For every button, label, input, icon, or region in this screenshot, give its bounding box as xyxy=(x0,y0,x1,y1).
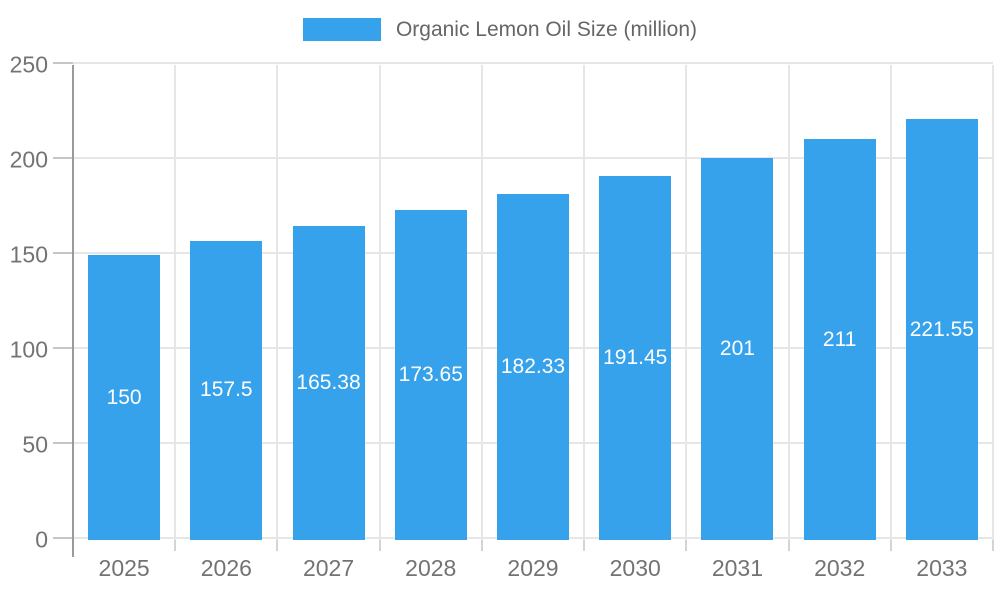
x-axis-tick xyxy=(378,540,381,551)
y-axis-tick xyxy=(53,62,73,64)
x-axis-label: 2031 xyxy=(711,555,764,581)
y-axis-tick xyxy=(53,252,73,254)
gridline xyxy=(889,65,892,540)
x-axis-tick xyxy=(992,540,994,551)
gridline xyxy=(583,65,586,540)
y-axis-label: 250 xyxy=(9,51,48,78)
gridline xyxy=(992,65,994,540)
bar-value-label: 201 xyxy=(719,337,755,361)
x-axis-label: 2028 xyxy=(405,555,457,581)
bar[interactable]: 182.33 xyxy=(497,193,569,540)
bar[interactable]: 211 xyxy=(803,139,876,540)
bar[interactable]: 150 xyxy=(88,255,161,540)
bar-value-label: 157.5 xyxy=(200,378,253,402)
x-axis-tick xyxy=(685,540,688,551)
y-axis-line xyxy=(72,65,74,557)
bar-value-label: 150 xyxy=(106,385,142,409)
y-axis-label: 0 xyxy=(35,526,48,553)
x-axis-tick xyxy=(583,540,586,551)
plot-area: 0 50 100 150 200 250 150 2025 157.5 2026 165.38 202… xyxy=(10,53,994,581)
gridline xyxy=(378,65,381,540)
bar[interactable]: 173.65 xyxy=(394,210,467,540)
legend-swatch xyxy=(302,18,381,41)
legend: Organic Lemon Oil Size (million) xyxy=(0,18,1000,41)
bar[interactable]: 201 xyxy=(701,158,774,540)
gridline xyxy=(480,65,483,540)
y-axis-tick xyxy=(53,537,73,539)
gridline xyxy=(787,65,790,540)
y-axis-label: 50 xyxy=(22,431,48,458)
x-axis-label: 2026 xyxy=(200,555,252,581)
x-axis-label: 2030 xyxy=(609,555,661,581)
x-axis-label: 2032 xyxy=(814,555,866,581)
x-axis-label: 2027 xyxy=(302,555,355,581)
y-axis-label: 150 xyxy=(9,241,48,268)
x-axis-tick xyxy=(480,540,483,551)
gridline xyxy=(276,65,279,540)
bar[interactable]: 221.55 xyxy=(905,119,978,540)
bar-value-label: 221.55 xyxy=(909,317,974,341)
y-axis-tick xyxy=(53,347,73,349)
bar-value-label: 182.33 xyxy=(500,354,566,378)
gridline xyxy=(73,157,993,159)
y-axis-label: 100 xyxy=(9,336,48,363)
x-axis-tick xyxy=(889,540,892,551)
y-axis-tick xyxy=(53,157,73,159)
x-axis-label: 2033 xyxy=(916,555,968,581)
x-axis-tick xyxy=(787,540,790,551)
x-axis-tick xyxy=(276,540,279,551)
gridline xyxy=(685,65,688,540)
bar[interactable]: 165.38 xyxy=(292,225,365,540)
bar-value-label: 191.45 xyxy=(603,346,668,370)
legend-label: Organic Lemon Oil Size (million) xyxy=(395,18,698,41)
bar[interactable]: 157.5 xyxy=(190,240,263,540)
x-axis-tick xyxy=(174,540,177,551)
y-axis-label: 200 xyxy=(9,146,48,173)
x-axis-label: 2025 xyxy=(98,555,150,581)
bar-value-label: 211 xyxy=(822,327,857,351)
bar-value-label: 173.65 xyxy=(398,363,463,387)
gridline xyxy=(73,62,993,64)
bar-value-label: 165.38 xyxy=(296,370,361,394)
bar[interactable]: 191.45 xyxy=(599,176,672,540)
legend-item[interactable]: Organic Lemon Oil Size (million) xyxy=(302,18,698,41)
y-axis-tick xyxy=(53,442,73,444)
gridline xyxy=(174,65,177,540)
x-axis-label: 2029 xyxy=(507,555,559,581)
